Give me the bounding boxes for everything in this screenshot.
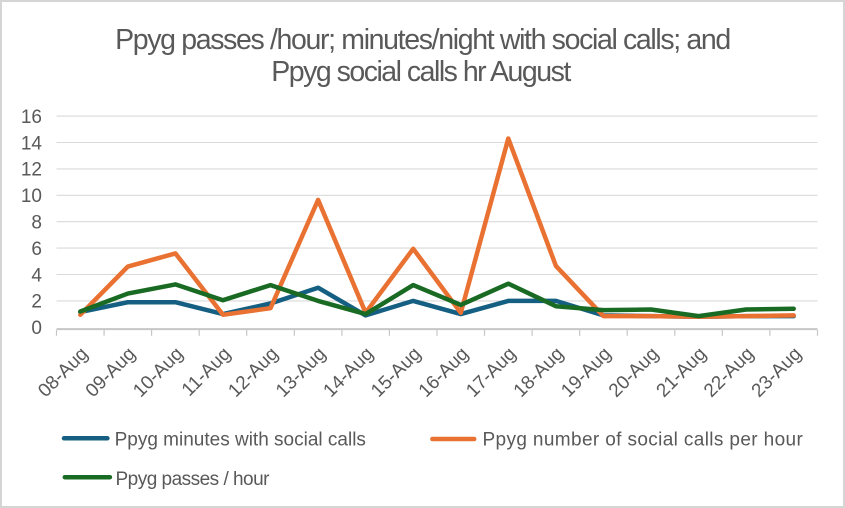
svg-text:21-Aug: 21-Aug — [653, 343, 711, 401]
svg-text:16-Aug: 16-Aug — [415, 343, 473, 401]
svg-text:08-Aug: 08-Aug — [34, 343, 92, 401]
svg-text:4: 4 — [31, 265, 42, 286]
svg-text:11-Aug: 11-Aug — [178, 343, 235, 400]
svg-text:10: 10 — [21, 186, 42, 207]
svg-text:22-Aug: 22-Aug — [700, 343, 758, 401]
svg-text:Ppyg passes /hour; minutes/nig: Ppyg passes /hour; minutes/night with so… — [115, 24, 730, 56]
svg-text:0: 0 — [31, 318, 42, 339]
svg-text:12-Aug: 12-Aug — [224, 343, 282, 401]
svg-text:2: 2 — [31, 292, 42, 313]
svg-text:12: 12 — [21, 160, 42, 181]
svg-text:6: 6 — [31, 239, 42, 260]
svg-text:Ppyg minutes with social calls: Ppyg minutes with social calls — [115, 430, 366, 451]
svg-text:09-Aug: 09-Aug — [82, 343, 140, 401]
svg-text:14-Aug: 14-Aug — [320, 343, 378, 401]
svg-text:19-Aug: 19-Aug — [557, 343, 615, 401]
svg-text:Ppyg social calls hr August: Ppyg social calls hr August — [271, 56, 571, 88]
svg-text:15-Aug: 15-Aug — [367, 343, 425, 401]
svg-text:13-Aug: 13-Aug — [272, 343, 330, 401]
svg-text:23-Aug: 23-Aug — [748, 343, 806, 401]
svg-text:8: 8 — [31, 213, 42, 234]
svg-text:16: 16 — [21, 107, 42, 128]
svg-text:20-Aug: 20-Aug — [605, 343, 663, 401]
svg-text:18-Aug: 18-Aug — [510, 343, 568, 401]
svg-text:Ppyg passes / hour: Ppyg passes / hour — [116, 469, 271, 490]
svg-text:14: 14 — [21, 133, 43, 154]
svg-text:17-Aug: 17-Aug — [462, 343, 520, 401]
svg-text:Ppyg number of social calls pe: Ppyg number of social calls per hour — [483, 429, 804, 450]
svg-text:10-Aug: 10-Aug — [129, 343, 187, 401]
